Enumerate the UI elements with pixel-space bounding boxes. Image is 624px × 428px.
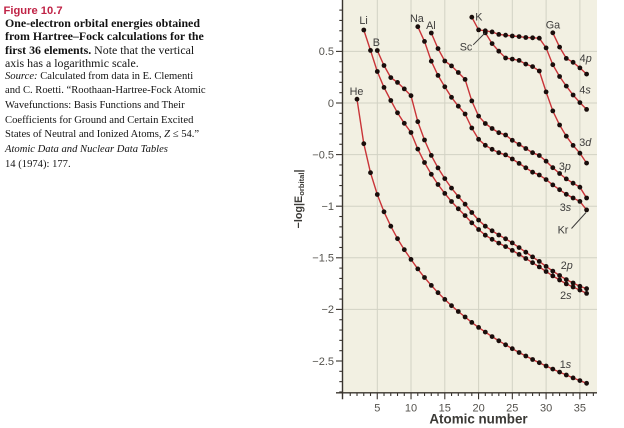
svg-text:−2: −2 (321, 304, 334, 316)
svg-text:3p: 3p (559, 161, 571, 173)
svg-text:−1: −1 (321, 201, 334, 213)
svg-text:2p: 2p (561, 260, 573, 272)
svg-text:1s: 1s (560, 359, 572, 371)
svg-text:3d: 3d (579, 137, 592, 149)
svg-text:Li: Li (359, 15, 367, 27)
svg-text:Kr: Kr (558, 224, 569, 236)
svg-text:0.5: 0.5 (319, 46, 334, 58)
svg-text:Na: Na (410, 13, 424, 25)
svg-text:4s: 4s (579, 85, 591, 97)
svg-text:−2.5: −2.5 (312, 356, 334, 368)
svg-text:Ga: Ga (546, 19, 560, 31)
svg-text:5: 5 (374, 403, 380, 415)
svg-text:20: 20 (472, 403, 484, 415)
svg-text:K: K (475, 11, 483, 23)
svg-text:15: 15 (439, 403, 451, 415)
svg-text:2s: 2s (560, 290, 572, 302)
svg-text:−log|Eorbital|: −log|Eorbital| (293, 170, 306, 229)
svg-text:4p: 4p (580, 53, 592, 65)
svg-text:Sc: Sc (460, 41, 473, 53)
svg-text:0: 0 (328, 98, 334, 110)
svg-text:He: He (350, 86, 364, 98)
svg-text:Al: Al (426, 20, 436, 32)
svg-text:−0.5: −0.5 (312, 149, 334, 161)
svg-text:B: B (373, 37, 380, 49)
svg-text:25: 25 (506, 403, 518, 415)
svg-text:−1.5: −1.5 (312, 253, 334, 265)
svg-text:Atomic number: Atomic number (429, 412, 528, 427)
svg-text:30: 30 (540, 403, 552, 415)
svg-text:3s: 3s (560, 202, 572, 214)
svg-text:10: 10 (405, 403, 417, 415)
svg-text:35: 35 (574, 403, 586, 415)
